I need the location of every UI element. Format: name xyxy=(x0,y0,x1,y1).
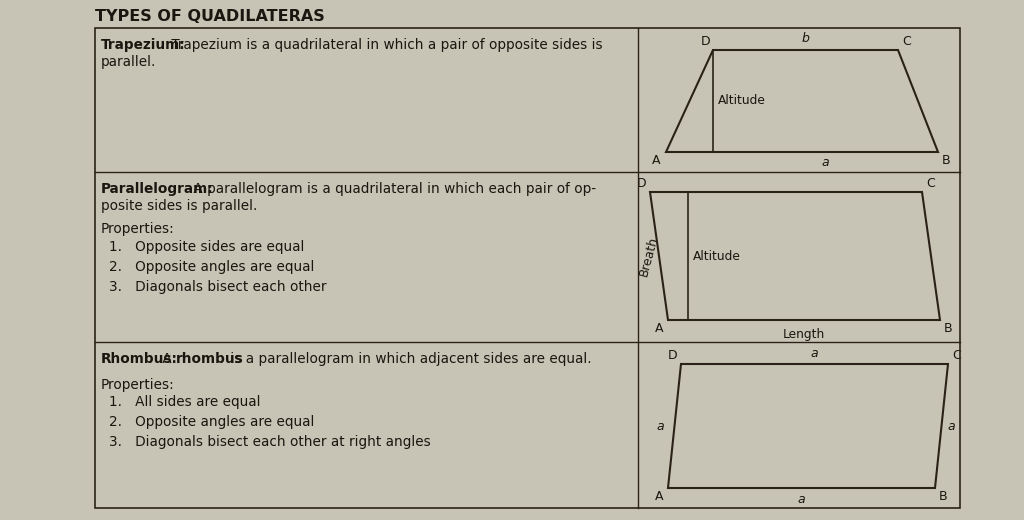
Text: D: D xyxy=(636,177,646,190)
Text: A: A xyxy=(654,490,663,503)
Text: A: A xyxy=(651,154,660,167)
Text: a: a xyxy=(798,493,805,506)
Text: a: a xyxy=(656,420,665,433)
Text: Length: Length xyxy=(783,328,825,341)
Text: A: A xyxy=(158,352,176,366)
Text: B: B xyxy=(944,322,952,335)
Text: 1.   Opposite sides are equal: 1. Opposite sides are equal xyxy=(109,240,304,254)
Text: Parallelogram:: Parallelogram: xyxy=(101,182,214,196)
Text: 2.   Opposite angles are equal: 2. Opposite angles are equal xyxy=(109,415,314,429)
Text: a: a xyxy=(821,156,829,169)
Text: b: b xyxy=(802,32,809,45)
Text: rhombus: rhombus xyxy=(176,352,244,366)
Text: Trapezium:: Trapezium: xyxy=(101,38,185,52)
Text: D: D xyxy=(700,35,710,48)
Text: Altitude: Altitude xyxy=(718,95,766,108)
Text: A parallelogram is a quadrilateral in which each pair of op-: A parallelogram is a quadrilateral in wh… xyxy=(189,182,596,196)
Text: posite sides is parallel.: posite sides is parallel. xyxy=(101,199,257,213)
Text: is a parallelogram in which adjacent sides are equal.: is a parallelogram in which adjacent sid… xyxy=(226,352,592,366)
Text: B: B xyxy=(939,490,947,503)
Text: Breath: Breath xyxy=(637,235,660,278)
Text: C: C xyxy=(902,35,910,48)
Text: D: D xyxy=(668,349,677,362)
Text: A: A xyxy=(654,322,663,335)
Text: C: C xyxy=(952,349,961,362)
Text: a: a xyxy=(947,420,955,433)
Text: Altitude: Altitude xyxy=(693,250,741,263)
Text: TYPES OF QUADILATERAS: TYPES OF QUADILATERAS xyxy=(95,9,325,24)
Text: 2.   Opposite angles are equal: 2. Opposite angles are equal xyxy=(109,260,314,274)
Text: 3.   Diagonals bisect each other at right angles: 3. Diagonals bisect each other at right … xyxy=(109,435,431,449)
Text: Trapezium is a quadrilateral in which a pair of opposite sides is: Trapezium is a quadrilateral in which a … xyxy=(167,38,603,52)
Text: C: C xyxy=(926,177,935,190)
Text: Rhombus:: Rhombus: xyxy=(101,352,178,366)
Text: Properties:: Properties: xyxy=(101,378,175,392)
Text: 3.   Diagonals bisect each other: 3. Diagonals bisect each other xyxy=(109,280,327,294)
Text: a: a xyxy=(811,347,818,360)
Text: parallel.: parallel. xyxy=(101,55,157,69)
Text: B: B xyxy=(942,154,950,167)
Text: 1.   All sides are equal: 1. All sides are equal xyxy=(109,395,260,409)
Text: Properties:: Properties: xyxy=(101,222,175,236)
